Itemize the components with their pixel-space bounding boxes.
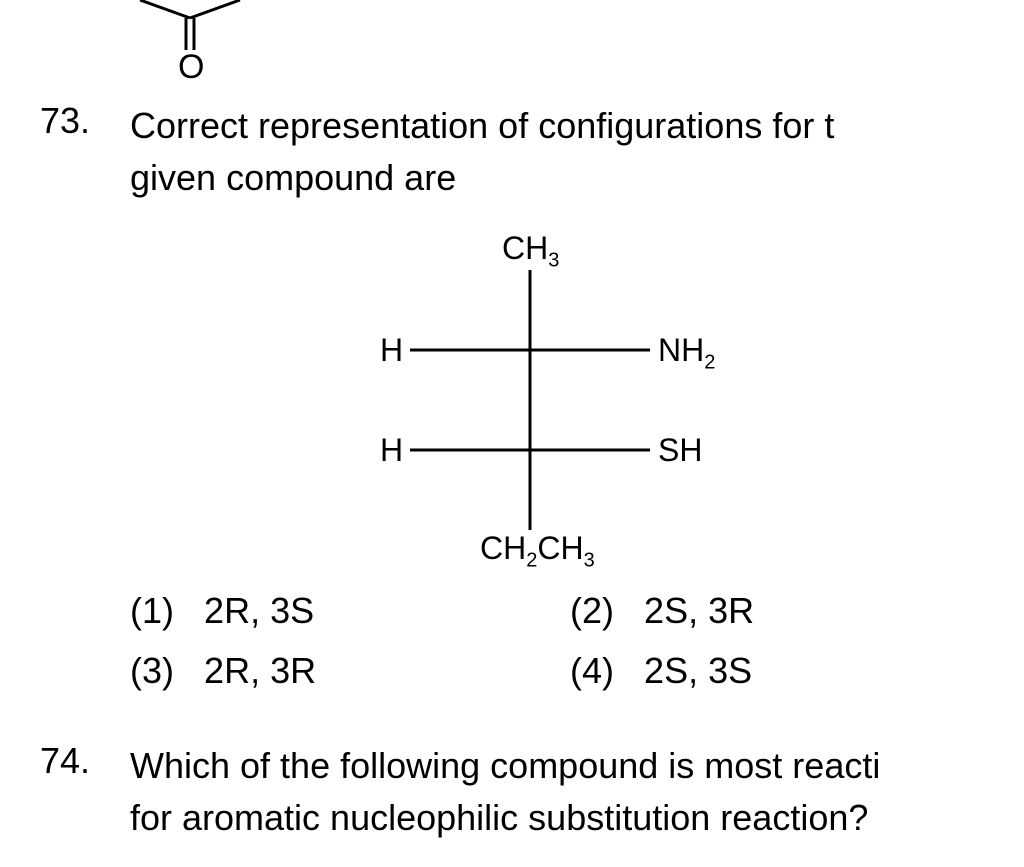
carbonyl-svg bbox=[130, 0, 280, 80]
options-block: (1) 2R, 3S (2) 2S, 3R (3) 2R, 3R (4) 2S,… bbox=[130, 590, 1010, 710]
option-1: (1) 2R, 3S bbox=[130, 590, 570, 632]
option-3-num: (3) bbox=[130, 650, 174, 691]
fischer-right2: SH bbox=[658, 432, 702, 469]
page: O 73. Correct representation of configur… bbox=[0, 0, 1024, 867]
fischer-bottom: CH2CH3 bbox=[480, 530, 595, 572]
q73-line1: Correct representation of configurations… bbox=[130, 105, 834, 146]
option-2-num: (2) bbox=[570, 590, 614, 631]
option-4-num: (4) bbox=[570, 650, 614, 691]
option-2-text: 2S, 3R bbox=[644, 590, 754, 631]
option-4: (4) 2S, 3S bbox=[570, 650, 1010, 692]
option-1-num: (1) bbox=[130, 590, 174, 631]
fischer-svg bbox=[380, 230, 680, 570]
q73-line2: given compound are bbox=[130, 157, 456, 198]
options-row-2: (3) 2R, 3R (4) 2S, 3S bbox=[130, 650, 1010, 692]
option-4-text: 2S, 3S bbox=[644, 650, 752, 691]
fischer-right1: NH2 bbox=[658, 332, 715, 374]
q73-text: Correct representation of configurations… bbox=[130, 100, 834, 204]
q74-number: 74. bbox=[40, 740, 130, 782]
carbonyl-fragment: O bbox=[130, 0, 280, 85]
option-1-text: 2R, 3S bbox=[204, 590, 314, 631]
question-74: 74. Which of the following compound is m… bbox=[40, 740, 1020, 844]
q74-line2: for aromatic nucleophilic substitution r… bbox=[130, 797, 868, 838]
fischer-left2: H bbox=[380, 432, 403, 469]
option-3-text: 2R, 3R bbox=[204, 650, 316, 691]
q73-number: 73. bbox=[40, 100, 130, 142]
fischer-projection: CH3 H NH2 H SH CH2CH3 bbox=[380, 230, 680, 570]
fischer-left1: H bbox=[380, 332, 403, 369]
question-73: 73. Correct representation of configurat… bbox=[40, 100, 1020, 204]
fischer-top: CH3 bbox=[502, 230, 559, 272]
carbonyl-o-label: O bbox=[178, 48, 204, 87]
option-2: (2) 2S, 3R bbox=[570, 590, 1010, 632]
options-row-1: (1) 2R, 3S (2) 2S, 3R bbox=[130, 590, 1010, 632]
q74-text: Which of the following compound is most … bbox=[130, 740, 880, 844]
option-3: (3) 2R, 3R bbox=[130, 650, 570, 692]
q74-line1: Which of the following compound is most … bbox=[130, 745, 880, 786]
